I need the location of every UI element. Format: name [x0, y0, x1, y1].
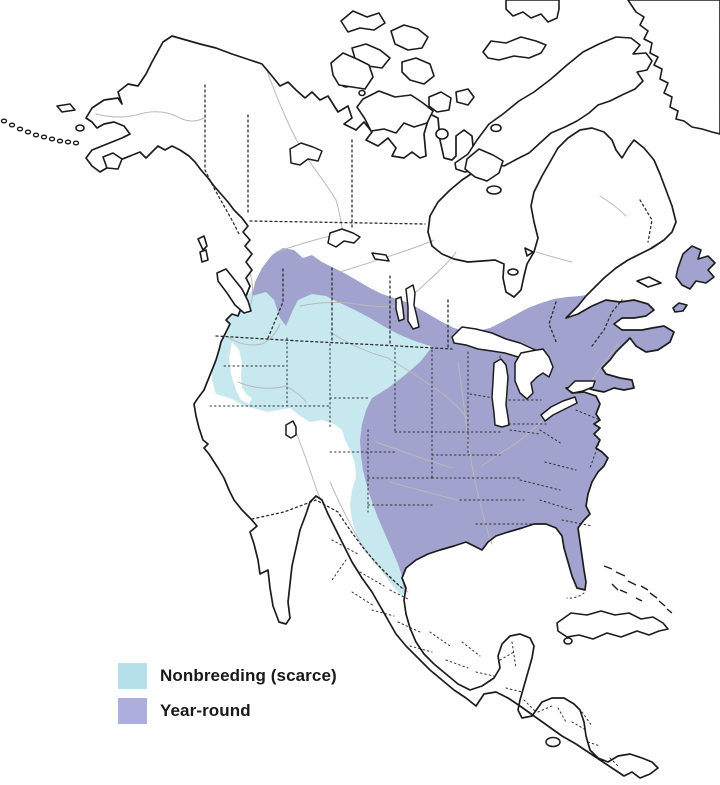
lake-ontario [566, 380, 596, 394]
ellesmere-island [505, 0, 560, 23]
lake-winnipeg [405, 284, 420, 330]
bahamas [603, 565, 673, 614]
devon-island [482, 36, 547, 61]
nonbreeding-label: Nonbreeding (scarce) [160, 666, 337, 685]
great-salt-lake [285, 420, 297, 439]
year-round-islands [672, 245, 716, 313]
cascades-white-gap [229, 342, 252, 404]
cuba [556, 610, 669, 640]
political-borders [204, 84, 653, 589]
anticosti-island [636, 276, 662, 288]
year-round-swatch [118, 698, 147, 724]
kodiak-island [102, 152, 123, 170]
prince-edward-island [672, 302, 688, 313]
great-slave-lake [327, 228, 361, 248]
haida-gwaii [197, 235, 209, 263]
lake-nicaragua [545, 736, 561, 748]
lake-michigan [491, 358, 510, 428]
vancouver-island [216, 268, 252, 314]
newfoundland [675, 245, 716, 290]
year-round-label: Year-round [160, 701, 251, 720]
nonbreeding-swatch [118, 663, 147, 689]
victoria-island [356, 90, 434, 134]
legend: Nonbreeding (scarce) Year-round [118, 663, 337, 724]
great-bear-lake [289, 142, 323, 166]
legend-item-nonbreeding: Nonbreeding (scarce) [118, 663, 337, 689]
nonbreeding-scarce-region [212, 288, 433, 596]
lake-huron [514, 348, 554, 400]
lake-erie [540, 396, 578, 422]
legend-item-year-round: Year-round [118, 698, 337, 724]
banks-island [330, 52, 374, 90]
baffin-island [454, 36, 653, 173]
southampton-island [464, 148, 504, 182]
small-island-chains [0, 118, 673, 614]
islands [56, 0, 720, 645]
greenland [627, 0, 720, 135]
lakes [285, 142, 596, 748]
